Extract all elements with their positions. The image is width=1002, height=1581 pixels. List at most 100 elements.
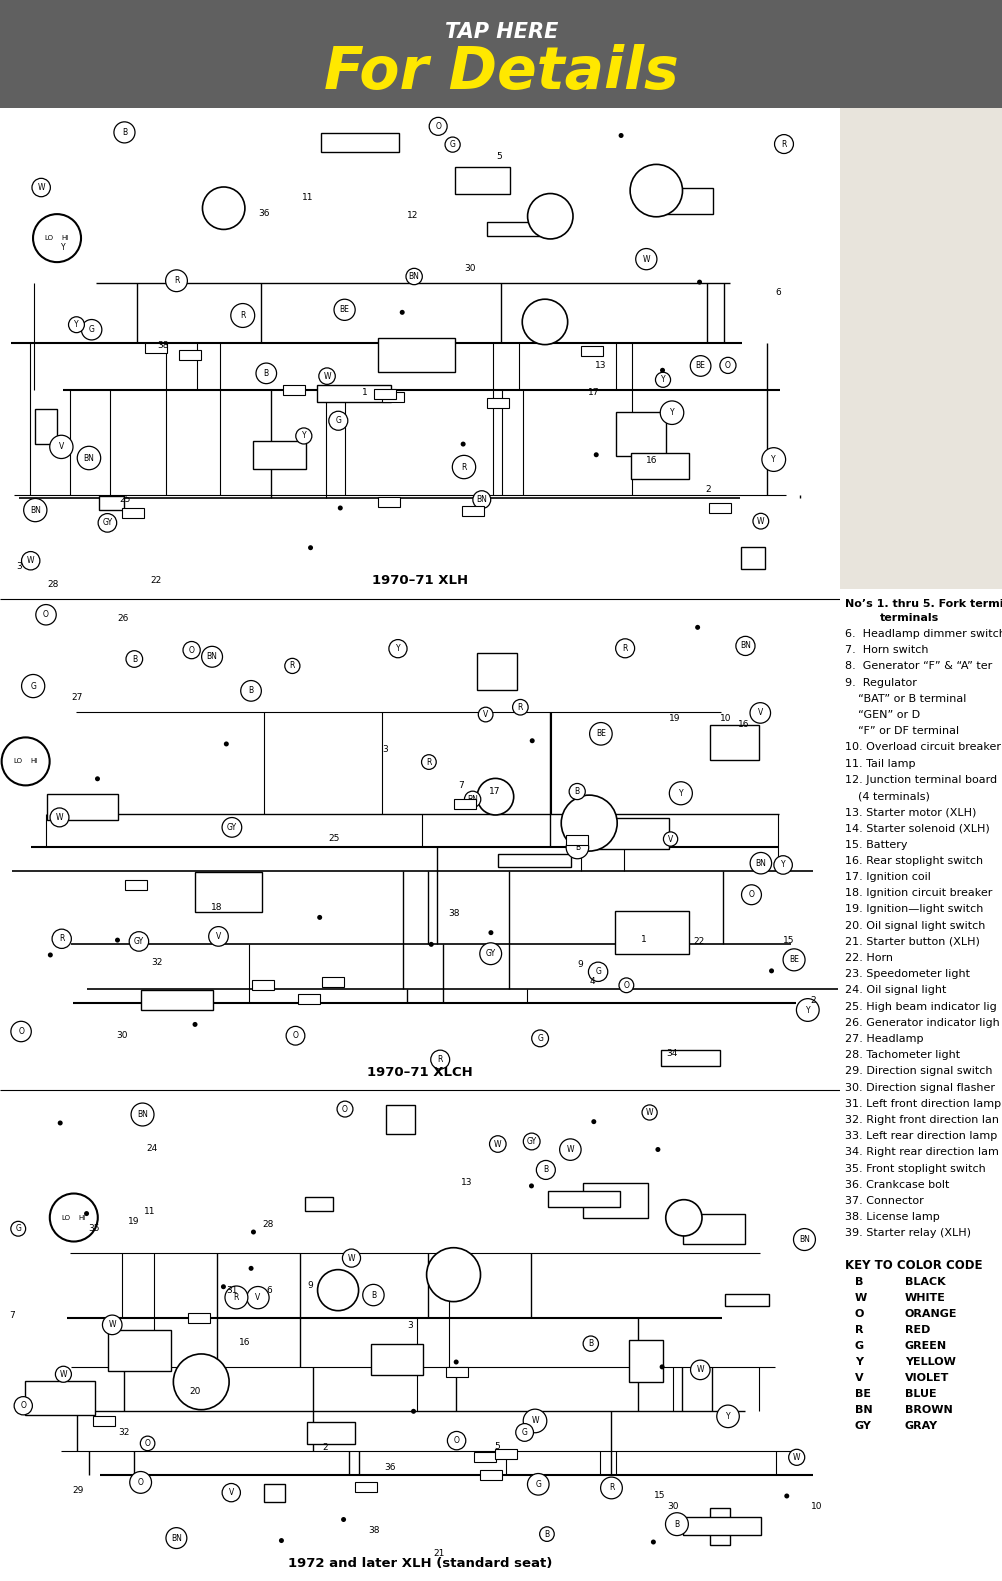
Text: 36: 36 [384,1462,396,1472]
Text: BN: BN [755,858,766,868]
Bar [709,724,759,759]
Bar [378,338,455,372]
Text: 26. Generator indicator ligh: 26. Generator indicator ligh [844,1018,999,1028]
Text: V: V [256,1293,261,1303]
Circle shape [48,952,53,958]
Circle shape [50,435,73,458]
Circle shape [659,1364,664,1369]
Circle shape [11,1222,26,1236]
Text: O: O [293,1031,299,1040]
Text: “GEN” or D: “GEN” or D [857,710,919,719]
Text: 1: 1 [362,387,367,397]
Circle shape [489,1135,506,1153]
Bar [446,1368,468,1377]
Circle shape [659,368,664,373]
Bar [0,0,1002,108]
Text: B: B [122,128,127,138]
Text: 11: 11 [144,1206,155,1216]
Text: 34. Right rear direction lam: 34. Right rear direction lam [844,1148,998,1157]
Bar [307,1421,355,1443]
Circle shape [762,447,785,471]
Circle shape [527,1473,548,1496]
Text: 13. Starter motor (XLH): 13. Starter motor (XLH) [844,808,975,817]
Text: 28: 28 [263,1221,274,1228]
Text: Y: Y [805,1006,810,1015]
Bar [122,508,144,519]
Text: G: G [535,1480,541,1489]
Circle shape [749,852,771,874]
Circle shape [523,1409,546,1432]
Text: 33. Left rear direction lamp: 33. Left rear direction lamp [844,1130,996,1141]
Text: W: W [59,1369,67,1379]
Circle shape [774,134,793,153]
Circle shape [421,754,436,770]
Text: 38: 38 [368,1526,379,1535]
Text: 15: 15 [653,1491,664,1500]
Text: 10: 10 [719,715,730,723]
Circle shape [50,1194,97,1241]
Bar [487,397,509,408]
Bar [317,384,391,402]
Text: 37. Connector: 37. Connector [844,1195,923,1206]
Text: V: V [667,835,672,844]
Bar [0,108,839,599]
Circle shape [389,640,407,658]
Circle shape [568,784,585,800]
Text: 10. Overload circuit breaker: 10. Overload circuit breaker [844,743,1000,753]
Circle shape [52,930,71,949]
Text: V: V [757,708,763,718]
Circle shape [77,446,100,470]
Text: GY: GY [854,1421,871,1431]
Text: 27. Headlamp: 27. Headlamp [844,1034,923,1043]
Circle shape [654,1146,659,1153]
Text: 29. Direction signal switch: 29. Direction signal switch [844,1067,992,1077]
Text: B: B [264,368,269,378]
Circle shape [694,624,699,629]
Text: BE: BE [695,362,704,370]
Text: No’s 1. thru 5. Fork terminal: No’s 1. thru 5. Fork terminal [844,599,1002,609]
Bar [378,496,400,508]
Circle shape [426,1247,480,1301]
Circle shape [600,1477,621,1499]
Circle shape [719,357,735,373]
Circle shape [14,1396,32,1415]
Text: 35. Front stoplight switch: 35. Front stoplight switch [844,1164,985,1173]
Circle shape [582,1336,598,1352]
Circle shape [528,1184,533,1189]
Circle shape [453,1360,458,1364]
Circle shape [102,1315,122,1334]
Text: 20. Oil signal light switch: 20. Oil signal light switch [844,920,984,931]
Text: 25: 25 [329,835,340,843]
Bar [839,590,1002,1581]
Text: YELLOW: YELLOW [904,1356,955,1366]
Text: 11: 11 [302,193,314,202]
Text: TAP HERE: TAP HERE [444,22,558,43]
Bar [321,133,399,152]
Circle shape [668,781,691,805]
Circle shape [629,164,681,217]
Bar [498,854,571,866]
Text: Y: Y [725,1412,729,1421]
Circle shape [114,122,135,142]
Text: BLACK: BLACK [904,1276,945,1287]
Circle shape [329,411,348,430]
Circle shape [279,1538,284,1543]
Text: O: O [18,1028,24,1036]
Text: 22. Horn: 22. Horn [844,953,892,963]
Circle shape [129,931,148,952]
Circle shape [33,213,81,262]
Text: O: O [144,1439,150,1448]
Circle shape [662,832,677,846]
Circle shape [488,930,493,934]
Text: 35: 35 [88,1224,100,1233]
Text: Y: Y [669,408,673,417]
Text: G: G [30,681,36,691]
Text: 31: 31 [226,1285,237,1295]
Text: Y: Y [660,375,664,384]
Circle shape [561,795,616,851]
Circle shape [342,1249,360,1266]
Text: B: B [673,1519,678,1529]
Circle shape [363,1284,384,1306]
Text: Y: Y [61,243,65,251]
Text: 22: 22 [150,577,162,585]
